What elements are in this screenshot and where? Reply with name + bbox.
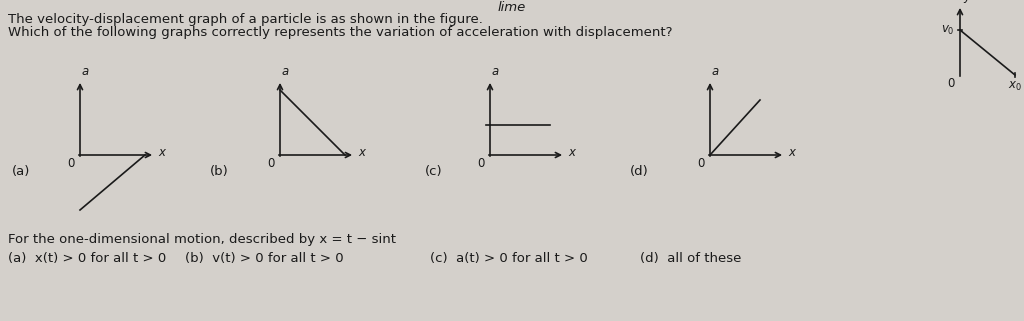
Text: 0: 0 bbox=[947, 77, 955, 90]
Text: (b): (b) bbox=[210, 165, 228, 178]
Text: $x_0$: $x_0$ bbox=[1008, 80, 1022, 93]
Text: a: a bbox=[712, 65, 719, 78]
Text: y: y bbox=[963, 0, 970, 3]
Text: a: a bbox=[492, 65, 500, 78]
Text: 0: 0 bbox=[267, 157, 275, 170]
Text: a: a bbox=[282, 65, 289, 78]
Text: (d): (d) bbox=[630, 165, 649, 178]
Text: x: x bbox=[568, 145, 575, 159]
Text: $v_0$: $v_0$ bbox=[941, 23, 955, 37]
Text: (d)  all of these: (d) all of these bbox=[640, 252, 741, 265]
Text: 0: 0 bbox=[477, 157, 485, 170]
Text: (c): (c) bbox=[425, 165, 442, 178]
Text: 0: 0 bbox=[68, 157, 75, 170]
Text: x: x bbox=[358, 145, 365, 159]
Text: x: x bbox=[788, 145, 795, 159]
Text: lime: lime bbox=[498, 1, 526, 14]
Text: 0: 0 bbox=[697, 157, 705, 170]
Text: Which of the following graphs correctly represents the variation of acceleration: Which of the following graphs correctly … bbox=[8, 26, 673, 39]
Text: x: x bbox=[158, 145, 165, 159]
Text: (c)  a(t) > 0 for all t > 0: (c) a(t) > 0 for all t > 0 bbox=[430, 252, 588, 265]
Text: (a): (a) bbox=[12, 165, 31, 178]
Text: (a)  x(t) > 0 for all t > 0: (a) x(t) > 0 for all t > 0 bbox=[8, 252, 166, 265]
Text: For the one-dimensional motion, described by x = t − sint: For the one-dimensional motion, describe… bbox=[8, 233, 396, 246]
Text: (b)  v(t) > 0 for all t > 0: (b) v(t) > 0 for all t > 0 bbox=[185, 252, 344, 265]
Text: a: a bbox=[82, 65, 89, 78]
Text: The velocity-displacement graph of a particle is as shown in the figure.: The velocity-displacement graph of a par… bbox=[8, 13, 483, 26]
